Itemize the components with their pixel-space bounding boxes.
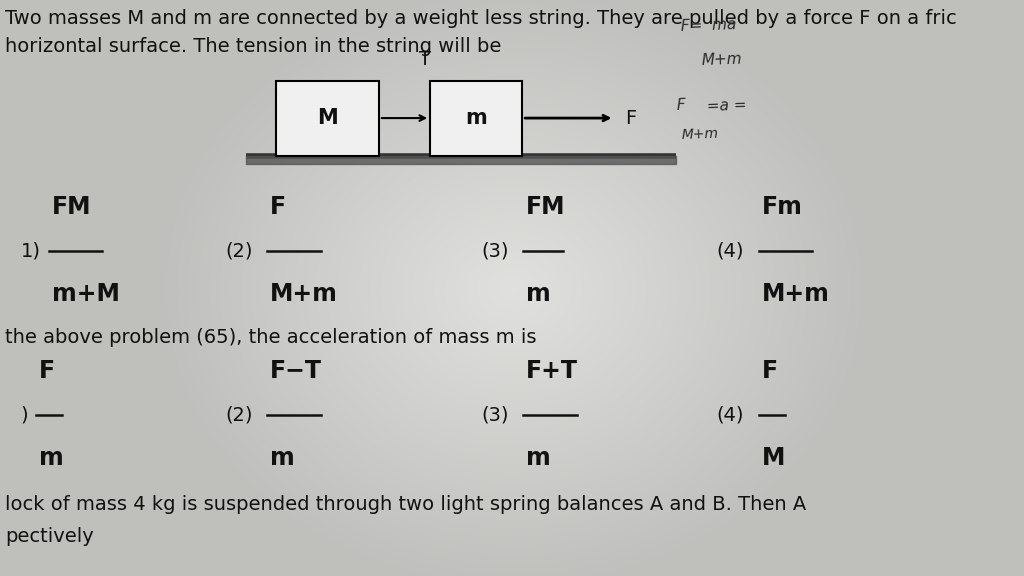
Text: Fm: Fm: [762, 195, 803, 219]
Text: (3): (3): [481, 406, 509, 424]
Text: horizontal surface. The tension in the string will be: horizontal surface. The tension in the s…: [5, 37, 502, 56]
Text: F: F: [676, 98, 685, 113]
Text: (4): (4): [717, 241, 744, 260]
Text: T: T: [419, 50, 431, 69]
FancyBboxPatch shape: [276, 81, 379, 156]
Text: M+m: M+m: [270, 282, 338, 306]
Text: M: M: [762, 446, 785, 471]
Text: FM: FM: [52, 195, 92, 219]
Text: Two masses M and m are connected by a weight less string. They are pulled by a f: Two masses M and m are connected by a we…: [5, 9, 956, 28]
Text: F: F: [625, 109, 636, 127]
Text: (3): (3): [481, 241, 509, 260]
Text: pectively: pectively: [5, 527, 94, 546]
Text: 1): 1): [20, 241, 41, 260]
Text: =a =: =a =: [707, 98, 746, 114]
Text: F: F: [762, 359, 778, 383]
Text: lock of mass 4 kg is suspended through two light spring balances A and B. Then A: lock of mass 4 kg is suspended through t…: [5, 495, 806, 514]
Text: m+M: m+M: [52, 282, 120, 306]
Text: the above problem (65), the acceleration of mass m is: the above problem (65), the acceleration…: [5, 328, 537, 347]
Text: ): ): [20, 406, 28, 424]
Text: m: m: [526, 282, 551, 306]
Text: m: m: [526, 446, 551, 471]
Text: m: m: [270, 446, 295, 471]
Text: M+m: M+m: [701, 52, 742, 68]
Text: M+m: M+m: [762, 282, 829, 306]
Text: F+T: F+T: [526, 359, 579, 383]
Text: FM: FM: [526, 195, 566, 219]
Text: m: m: [39, 446, 63, 471]
Text: (2): (2): [225, 241, 253, 260]
Text: M: M: [317, 108, 338, 128]
Text: F=  ma: F= ma: [681, 17, 737, 34]
Text: (2): (2): [225, 406, 253, 424]
Text: M+m: M+m: [681, 127, 719, 142]
FancyBboxPatch shape: [430, 81, 522, 156]
Text: F−T: F−T: [270, 359, 323, 383]
Text: m: m: [465, 108, 487, 128]
Text: F: F: [270, 195, 287, 219]
Text: (4): (4): [717, 406, 744, 424]
Text: F: F: [39, 359, 55, 383]
